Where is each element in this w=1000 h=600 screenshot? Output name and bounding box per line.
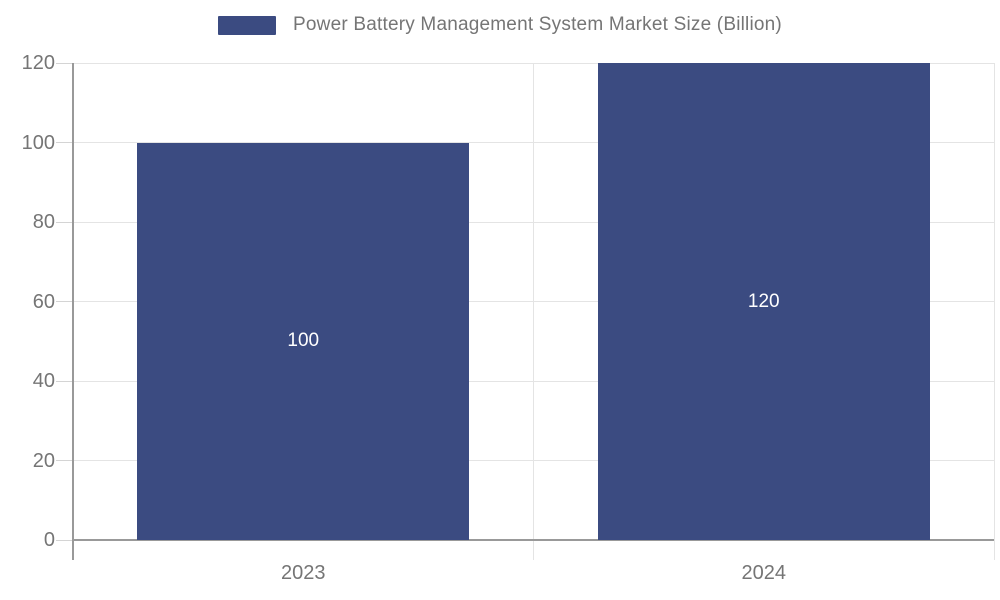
bar-2024[interactable] — [597, 63, 930, 540]
y-axis-tick — [56, 62, 73, 64]
y-tick-label: 120 — [21, 52, 55, 74]
y-axis-tick — [56, 301, 73, 302]
y-tick-label: 100 — [21, 131, 55, 154]
x-tick-label: 2023 — [281, 562, 326, 584]
x-tick-label: 2024 — [741, 562, 787, 584]
y-tick-label: 20 — [32, 449, 55, 472]
bar-value-label: 120 — [747, 290, 780, 312]
y-axis-tick — [56, 539, 73, 541]
category-split-line — [533, 63, 534, 560]
y-axis-tick — [56, 460, 73, 461]
legend[interactable]: Power Battery Management System Market S… — [0, 14, 1000, 36]
legend-swatch — [218, 15, 277, 35]
y-axis-tick — [56, 380, 73, 382]
category-split-line — [993, 63, 995, 560]
bar-value-label: 100 — [287, 330, 320, 352]
y-axis-tick — [56, 221, 73, 223]
y-tick-label: 80 — [32, 211, 55, 233]
x-axis-line — [73, 539, 994, 541]
legend-label: Power Battery Management System Market S… — [293, 14, 782, 35]
y-axis-line — [72, 63, 74, 560]
y-tick-label: 40 — [32, 370, 55, 392]
bar-2023[interactable] — [137, 142, 470, 540]
y-tick-label: 60 — [32, 290, 55, 313]
y-axis-tick — [56, 142, 73, 143]
y-tick-label: 0 — [43, 529, 55, 551]
